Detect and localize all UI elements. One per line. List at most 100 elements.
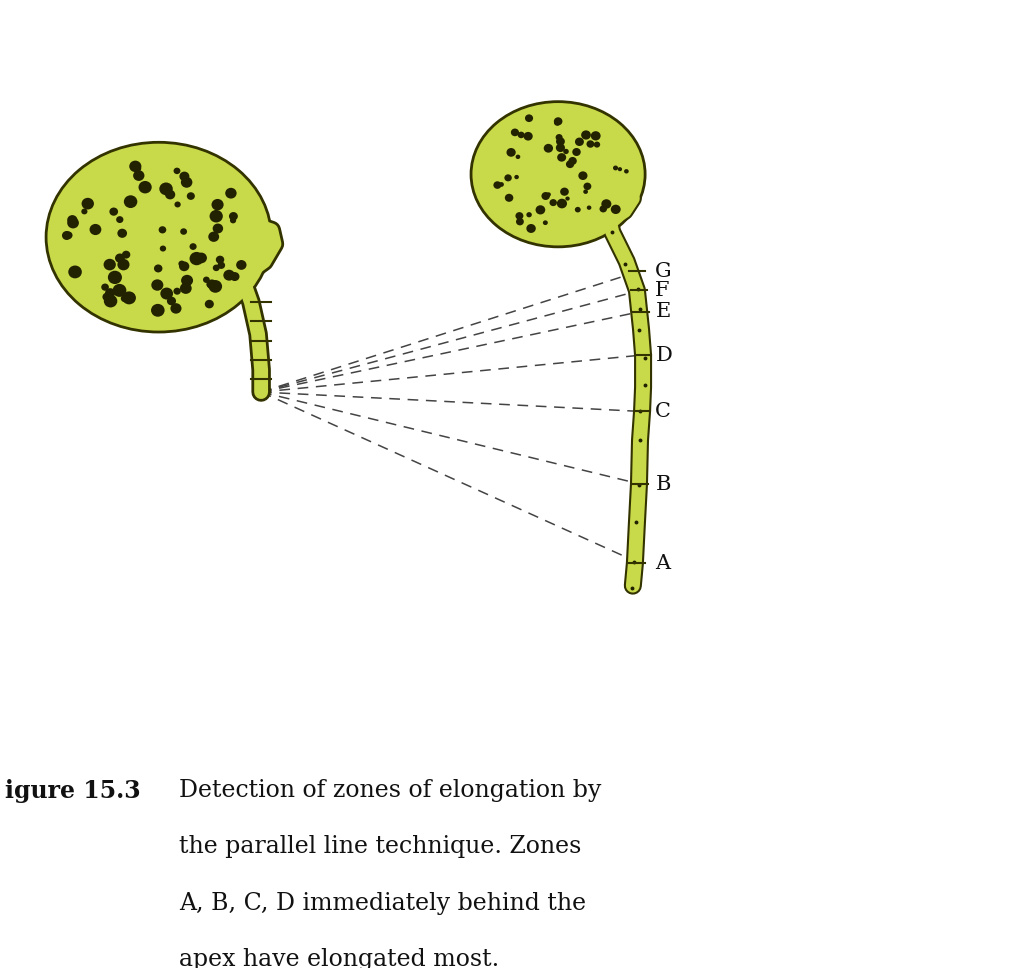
Circle shape bbox=[557, 198, 567, 208]
Circle shape bbox=[230, 272, 240, 281]
Circle shape bbox=[89, 224, 101, 235]
Circle shape bbox=[505, 194, 513, 202]
Circle shape bbox=[121, 294, 129, 302]
Circle shape bbox=[507, 148, 516, 157]
Circle shape bbox=[579, 171, 588, 180]
Circle shape bbox=[161, 287, 173, 299]
Circle shape bbox=[151, 304, 165, 317]
Circle shape bbox=[208, 231, 219, 242]
Circle shape bbox=[543, 221, 548, 226]
Circle shape bbox=[110, 207, 118, 216]
Circle shape bbox=[556, 137, 565, 145]
Circle shape bbox=[554, 120, 560, 126]
Circle shape bbox=[205, 300, 214, 309]
Circle shape bbox=[216, 256, 224, 263]
Circle shape bbox=[118, 258, 129, 270]
Circle shape bbox=[230, 218, 237, 224]
Circle shape bbox=[554, 117, 562, 126]
Circle shape bbox=[556, 134, 562, 140]
Circle shape bbox=[213, 224, 223, 233]
Circle shape bbox=[160, 183, 173, 196]
Circle shape bbox=[565, 197, 569, 200]
Circle shape bbox=[591, 132, 601, 140]
Circle shape bbox=[209, 280, 222, 292]
Circle shape bbox=[189, 243, 197, 250]
Circle shape bbox=[613, 166, 618, 170]
Text: A, B, C, D immediately behind the: A, B, C, D immediately behind the bbox=[179, 892, 587, 915]
Circle shape bbox=[584, 183, 591, 190]
Text: apex have elongated most.: apex have elongated most. bbox=[179, 948, 500, 968]
Circle shape bbox=[180, 228, 187, 235]
Ellipse shape bbox=[471, 102, 645, 247]
Circle shape bbox=[514, 175, 519, 179]
Circle shape bbox=[129, 161, 141, 172]
Circle shape bbox=[180, 283, 191, 294]
Text: C: C bbox=[655, 402, 672, 421]
Circle shape bbox=[170, 303, 181, 314]
Circle shape bbox=[617, 167, 622, 171]
Circle shape bbox=[207, 282, 213, 287]
Circle shape bbox=[105, 288, 116, 298]
Circle shape bbox=[108, 271, 122, 284]
Circle shape bbox=[563, 149, 568, 154]
Circle shape bbox=[118, 228, 127, 238]
Text: D: D bbox=[655, 346, 672, 365]
Circle shape bbox=[203, 277, 210, 283]
Circle shape bbox=[167, 296, 176, 305]
Text: A: A bbox=[655, 554, 671, 573]
Circle shape bbox=[173, 287, 181, 294]
Circle shape bbox=[116, 216, 124, 223]
Text: G: G bbox=[655, 261, 672, 281]
Circle shape bbox=[546, 193, 551, 197]
Circle shape bbox=[181, 177, 193, 188]
Circle shape bbox=[68, 215, 78, 225]
Circle shape bbox=[68, 218, 79, 228]
Circle shape bbox=[217, 261, 225, 269]
Circle shape bbox=[536, 205, 545, 215]
Circle shape bbox=[610, 204, 621, 214]
Circle shape bbox=[516, 155, 520, 159]
Circle shape bbox=[237, 260, 247, 270]
Circle shape bbox=[69, 265, 82, 279]
Circle shape bbox=[213, 264, 220, 271]
Circle shape bbox=[523, 132, 532, 140]
Ellipse shape bbox=[46, 142, 271, 332]
Circle shape bbox=[566, 161, 574, 168]
Circle shape bbox=[186, 193, 195, 199]
Circle shape bbox=[518, 132, 524, 138]
Circle shape bbox=[115, 254, 125, 263]
Circle shape bbox=[174, 201, 181, 207]
Circle shape bbox=[179, 261, 189, 271]
Circle shape bbox=[572, 148, 581, 156]
Circle shape bbox=[526, 212, 531, 218]
Circle shape bbox=[101, 284, 109, 290]
Circle shape bbox=[179, 171, 189, 181]
Circle shape bbox=[159, 227, 166, 233]
Circle shape bbox=[134, 166, 141, 172]
Circle shape bbox=[81, 208, 87, 214]
Text: E: E bbox=[655, 302, 671, 321]
Circle shape bbox=[223, 270, 234, 281]
Circle shape bbox=[556, 143, 565, 152]
Circle shape bbox=[165, 190, 175, 199]
Circle shape bbox=[210, 210, 223, 223]
Circle shape bbox=[587, 205, 592, 210]
Circle shape bbox=[511, 129, 519, 136]
Circle shape bbox=[550, 199, 557, 206]
Circle shape bbox=[584, 190, 588, 194]
Circle shape bbox=[542, 192, 550, 200]
Circle shape bbox=[154, 264, 163, 272]
Circle shape bbox=[601, 199, 611, 209]
Circle shape bbox=[160, 246, 166, 252]
Text: the parallel line technique. Zones: the parallel line technique. Zones bbox=[179, 835, 582, 859]
Circle shape bbox=[178, 260, 185, 267]
Circle shape bbox=[138, 181, 152, 194]
Circle shape bbox=[181, 275, 194, 287]
Circle shape bbox=[499, 182, 504, 187]
Circle shape bbox=[515, 212, 523, 220]
Circle shape bbox=[225, 188, 237, 198]
Circle shape bbox=[103, 294, 118, 308]
Circle shape bbox=[525, 114, 534, 122]
Circle shape bbox=[103, 258, 116, 270]
Circle shape bbox=[494, 181, 502, 189]
